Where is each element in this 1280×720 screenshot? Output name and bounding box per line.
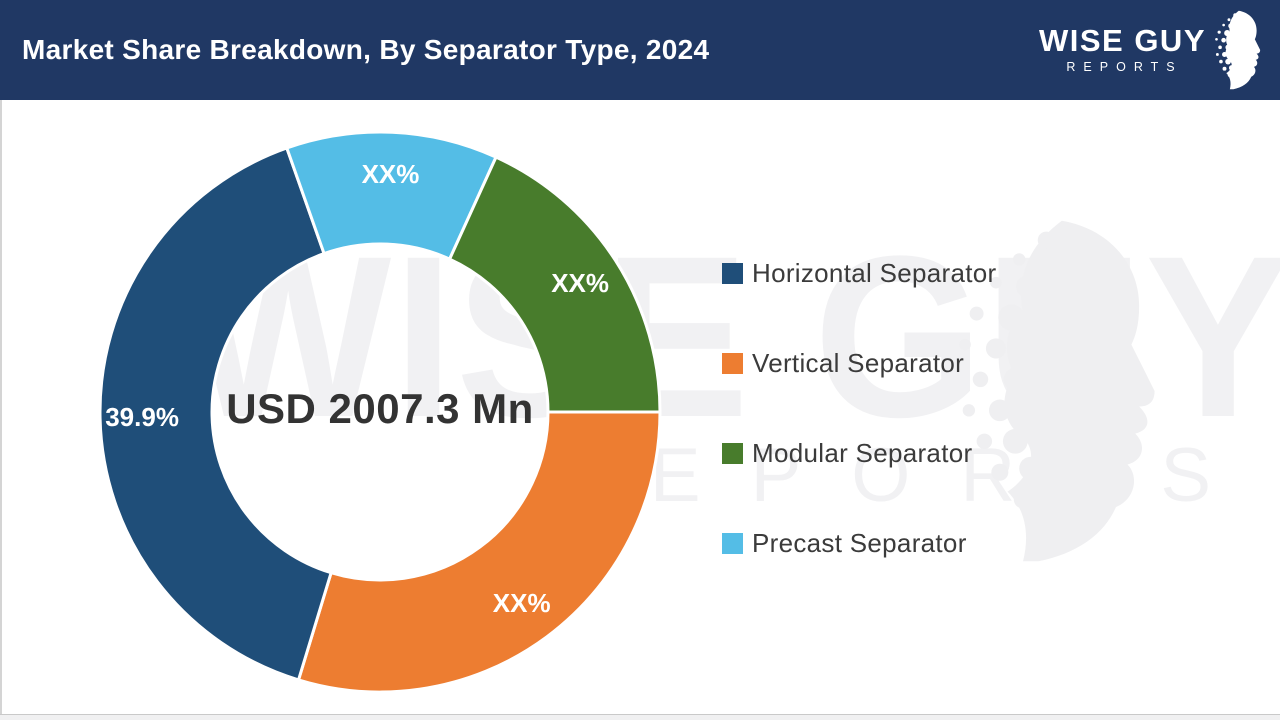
left-edge-border [0, 100, 2, 714]
legend-item-vertical-separator: Vertical Separator [722, 342, 996, 384]
chart-legend: Horizontal Separator Vertical Separator … [722, 252, 996, 564]
legend-swatch-horizontal-separator [722, 262, 743, 284]
legend-label-horizontal-separator: Horizontal Separator [752, 257, 997, 288]
logo-reports-text: REPORTS [1066, 60, 1183, 74]
segment-label-horizontal-separator: 39.9% [105, 402, 179, 432]
wiseguy-face-icon [1215, 10, 1261, 90]
segment-label-precast-separator: XX% [362, 159, 420, 189]
segment-label-vertical-separator: XX% [493, 588, 551, 618]
legend-item-precast-separator: Precast Separator [722, 522, 996, 564]
wiseguy-logo: WISE GUY REPORTS [1039, 9, 1266, 91]
footer-strip [0, 714, 1280, 720]
logo-wise-guy-text: WISE GUY [1038, 23, 1206, 58]
page-title: Market Share Breakdown, By Separator Typ… [22, 34, 710, 65]
legend-item-horizontal-separator: Horizontal Separator [722, 252, 996, 294]
legend-label-vertical-separator: Vertical Separator [752, 347, 965, 378]
legend-swatch-vertical-separator [722, 352, 743, 374]
legend-swatch-modular-separator [722, 442, 743, 464]
legend-item-modular-separator: Modular Separator [722, 432, 996, 474]
donut-center-label: USD 2007.3 Mn [226, 385, 534, 432]
legend-swatch-precast-separator [722, 532, 743, 554]
header-bar: Market Share Breakdown, By Separator Typ… [0, 0, 1280, 100]
wiseguy-face-watermark-icon [959, 220, 1155, 562]
wiseguy-logo-text: WISE GUY REPORTS [1039, 25, 1206, 74]
legend-label-modular-separator: Modular Separator [752, 437, 973, 468]
legend-label-precast-separator: Precast Separator [752, 527, 967, 558]
